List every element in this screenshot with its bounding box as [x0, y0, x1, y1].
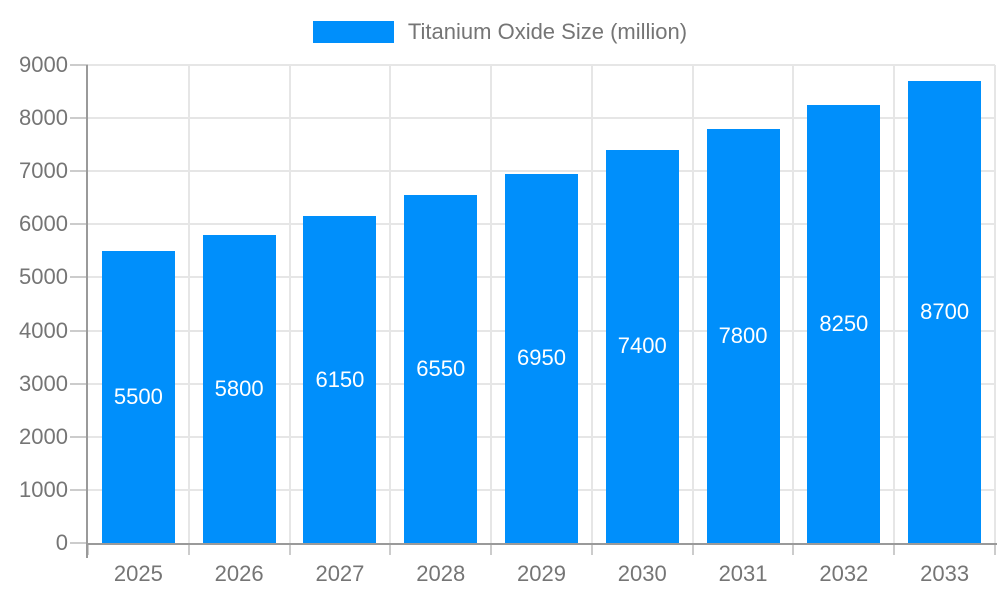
bar-2026 — [202, 234, 276, 543]
gridline-vertical — [994, 65, 996, 543]
y-axis-label: 2000 — [19, 423, 68, 449]
x-axis-tick — [288, 545, 291, 555]
y-axis-label: 0 — [55, 530, 68, 555]
bar-2025 — [101, 250, 175, 543]
y-axis-line — [86, 65, 88, 558]
y-axis-tick — [70, 435, 88, 438]
x-axis-tick — [691, 545, 694, 555]
bar-2027 — [303, 216, 377, 543]
x-axis-tick — [893, 545, 896, 555]
gridline-horizontal — [88, 117, 995, 120]
y-axis-label: 5000 — [19, 264, 68, 290]
legend-label: Titanium Oxide Size (million) — [407, 19, 688, 44]
y-axis-tick — [70, 170, 88, 173]
bar-2031 — [706, 128, 780, 543]
bar-value-label: 8250 — [819, 310, 869, 336]
bar-value-label: 5800 — [214, 375, 264, 401]
x-axis-label: 2027 — [315, 561, 365, 586]
gridline-vertical — [288, 65, 291, 543]
y-axis-label: 8000 — [19, 105, 68, 131]
gridline-vertical — [691, 65, 694, 543]
gridline-vertical — [490, 65, 493, 543]
y-axis-tick — [70, 382, 88, 385]
y-axis-label: 6000 — [19, 211, 68, 237]
legend-swatch — [312, 21, 394, 43]
x-axis-label: 2028 — [416, 561, 466, 586]
x-axis-tick — [87, 545, 89, 555]
y-axis-label: 4000 — [19, 317, 68, 343]
bar-2033 — [908, 80, 982, 543]
bar-value-label: 8700 — [920, 298, 970, 324]
bar-value-label: 6950 — [517, 345, 566, 371]
y-axis-label: 1000 — [19, 476, 68, 502]
y-axis-tick — [70, 542, 88, 544]
x-axis-label: 2030 — [617, 561, 667, 586]
x-axis-tick — [792, 545, 795, 555]
x-axis-tick — [389, 545, 392, 555]
bar-2029 — [505, 173, 578, 543]
y-axis-tick — [70, 117, 88, 120]
x-axis-tick — [490, 545, 493, 555]
bar-value-label: 7800 — [718, 322, 768, 348]
bar-2028 — [404, 195, 478, 543]
x-axis-label: 2025 — [113, 561, 163, 586]
bar-2030 — [605, 149, 679, 543]
y-axis-label: 9000 — [19, 52, 68, 77]
x-axis-line — [86, 543, 997, 545]
x-axis-label: 2033 — [920, 561, 970, 586]
bar-value-label: 6550 — [416, 356, 466, 382]
gridline-vertical — [792, 65, 795, 543]
x-axis-label: 2029 — [517, 561, 566, 586]
y-axis-tick — [70, 223, 88, 226]
gridline-horizontal — [88, 64, 995, 66]
legend-item[interactable]: Titanium Oxide Size (million) — [0, 19, 1000, 44]
gridline-horizontal — [88, 170, 995, 173]
bar-value-label: 6150 — [315, 366, 365, 392]
y-axis-label: 7000 — [19, 158, 68, 184]
gridline-vertical — [389, 65, 392, 543]
x-axis-tick — [994, 545, 996, 555]
y-axis-label: 3000 — [19, 370, 68, 396]
x-axis-tick — [590, 545, 593, 555]
x-axis-label: 2032 — [819, 561, 869, 586]
bar-2032 — [807, 104, 881, 543]
x-axis-tick — [187, 545, 190, 555]
gridline-vertical — [893, 65, 896, 543]
y-axis-tick — [70, 329, 88, 332]
x-axis-label: 2031 — [718, 561, 768, 586]
bar-value-label: 7400 — [617, 333, 667, 359]
y-axis-tick — [70, 64, 88, 66]
bar-value-label: 5500 — [113, 383, 163, 409]
x-axis-label: 2026 — [214, 561, 264, 586]
gridline-vertical — [187, 65, 190, 543]
y-axis-tick — [70, 488, 88, 491]
gridline-vertical — [590, 65, 593, 543]
y-axis-tick — [70, 276, 88, 279]
